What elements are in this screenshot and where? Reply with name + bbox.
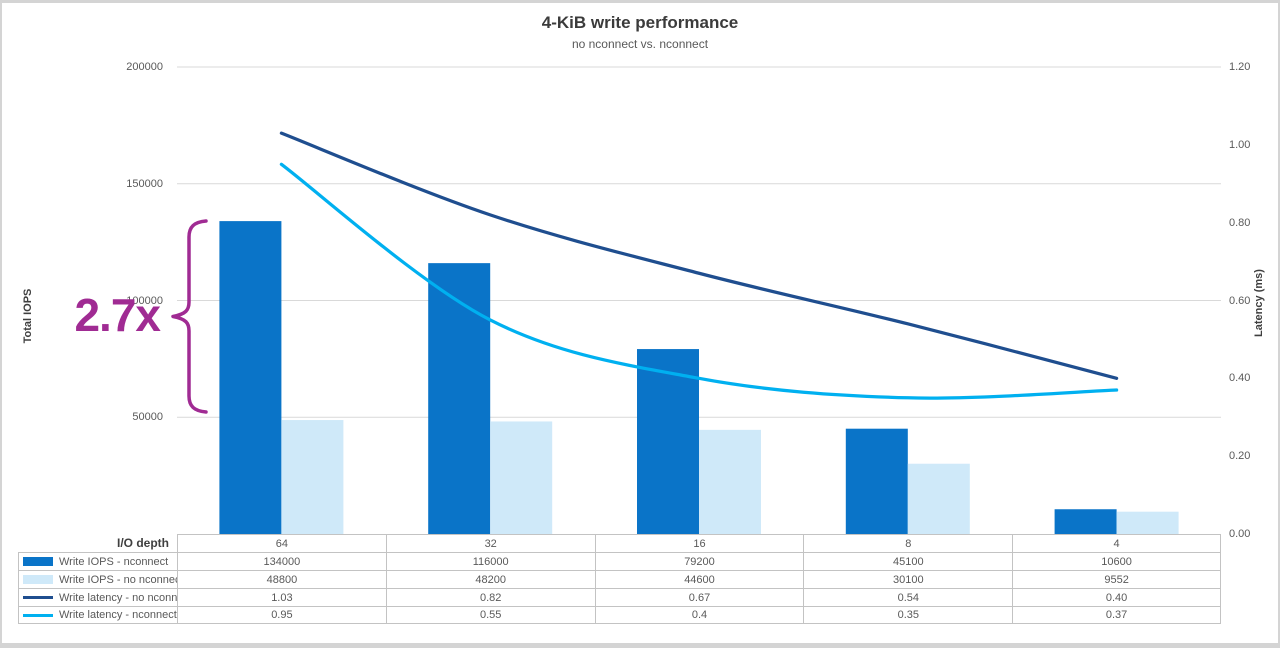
right-axis-title: Latency (ms) bbox=[1253, 269, 1265, 337]
table-cell: 0.40 bbox=[1012, 588, 1221, 606]
table-cell: 0.35 bbox=[803, 606, 1013, 624]
table-cell: 45100 bbox=[803, 552, 1013, 570]
legend-cell-write-latency-no-nconnect: Write latency - no nconnect bbox=[18, 588, 177, 606]
legend-label: Write IOPS - nconnect bbox=[59, 555, 169, 568]
iops-bar bbox=[845, 428, 908, 534]
col-header-4: 4 bbox=[1012, 534, 1221, 552]
iops-bar bbox=[1054, 509, 1117, 534]
y-axis-tick-label: 150000 bbox=[126, 177, 163, 190]
table-cell: 0.55 bbox=[385, 606, 595, 624]
latency-line bbox=[279, 162, 1119, 400]
table-cell: 9552 bbox=[1012, 570, 1221, 588]
y-axis-tick-label: 100000 bbox=[126, 294, 163, 307]
y2-axis-tick-label: 0.80 bbox=[1229, 216, 1251, 229]
line-swatch-cyan-icon bbox=[23, 613, 53, 617]
y2-axis-tick-label: 0.20 bbox=[1229, 450, 1251, 463]
y-axis-tick-label: 50000 bbox=[132, 411, 163, 424]
legend-cell-write-latency-nconnect: Write latency - nconnect bbox=[18, 606, 177, 624]
table-cell: 0.4 bbox=[594, 606, 804, 624]
y2-axis-tick-label: 0.00 bbox=[1229, 528, 1251, 540]
col-header-16: 16 bbox=[594, 534, 804, 552]
io-depth-header: I/O depth bbox=[117, 536, 169, 550]
iops-bar bbox=[428, 263, 491, 534]
table-cell: 0.95 bbox=[177, 606, 386, 624]
legend-cell-write-iops-no-nconnect: Write IOPS - no nconnect bbox=[18, 570, 177, 588]
legend-label: Write IOPS - no nconnect bbox=[59, 573, 177, 586]
table-cell: 1.03 bbox=[177, 588, 386, 606]
table-cell: 30100 bbox=[803, 570, 1013, 588]
legend-label: Write latency - nconnect bbox=[59, 609, 177, 621]
table-cell: 134000 bbox=[177, 552, 386, 570]
iops-bar bbox=[699, 429, 761, 534]
table-cell: 116000 bbox=[385, 552, 595, 570]
bar-swatch-light-icon bbox=[23, 575, 53, 584]
chart-title: 4-KiB write performance bbox=[541, 13, 739, 32]
y2-axis-tick-label: 1.20 bbox=[1229, 61, 1251, 73]
table-cell: 48800 bbox=[177, 570, 386, 588]
table-cell: 0.54 bbox=[803, 588, 1013, 606]
y-axis-tick-label: 200000 bbox=[126, 61, 163, 73]
speedup-annotation: 2.7x bbox=[74, 289, 161, 341]
iops-bar bbox=[281, 420, 344, 534]
legend-cell-write-iops-nconnect: Write IOPS - nconnect bbox=[18, 552, 177, 570]
col-header-64: 64 bbox=[177, 534, 386, 552]
table-cell: 0.82 bbox=[385, 588, 595, 606]
table-cell: 10600 bbox=[1012, 552, 1221, 570]
y2-axis-tick-label: 0.40 bbox=[1229, 372, 1251, 385]
line-swatch-navy-icon bbox=[23, 596, 53, 599]
iops-bar bbox=[219, 221, 282, 535]
legend-label: Write latency - no nconnect bbox=[59, 591, 177, 604]
table-cell: 0.37 bbox=[1012, 606, 1221, 624]
table-cell: 44600 bbox=[594, 570, 804, 588]
latency-line bbox=[279, 131, 1119, 380]
data-table: I/O depth 64 32 16 8 4 Write IOPS - ncon… bbox=[18, 534, 1221, 624]
y2-axis-tick-label: 0.60 bbox=[1229, 294, 1251, 307]
iops-bar bbox=[907, 463, 970, 534]
iops-bar bbox=[637, 349, 699, 534]
col-header-8: 8 bbox=[803, 534, 1013, 552]
left-axis-title: Total IOPS bbox=[22, 288, 34, 344]
col-header-32: 32 bbox=[385, 534, 595, 552]
table-cell: 0.67 bbox=[594, 588, 804, 606]
table-cell: 79200 bbox=[594, 552, 804, 570]
chart-subtitle: no nconnect vs. nconnect bbox=[571, 37, 709, 51]
table-cell: 48200 bbox=[385, 570, 595, 588]
y2-axis-tick-label: 1.00 bbox=[1229, 138, 1251, 151]
bar-swatch-dark-icon bbox=[23, 557, 53, 566]
iops-bar bbox=[490, 421, 553, 534]
iops-bar bbox=[1116, 511, 1179, 534]
